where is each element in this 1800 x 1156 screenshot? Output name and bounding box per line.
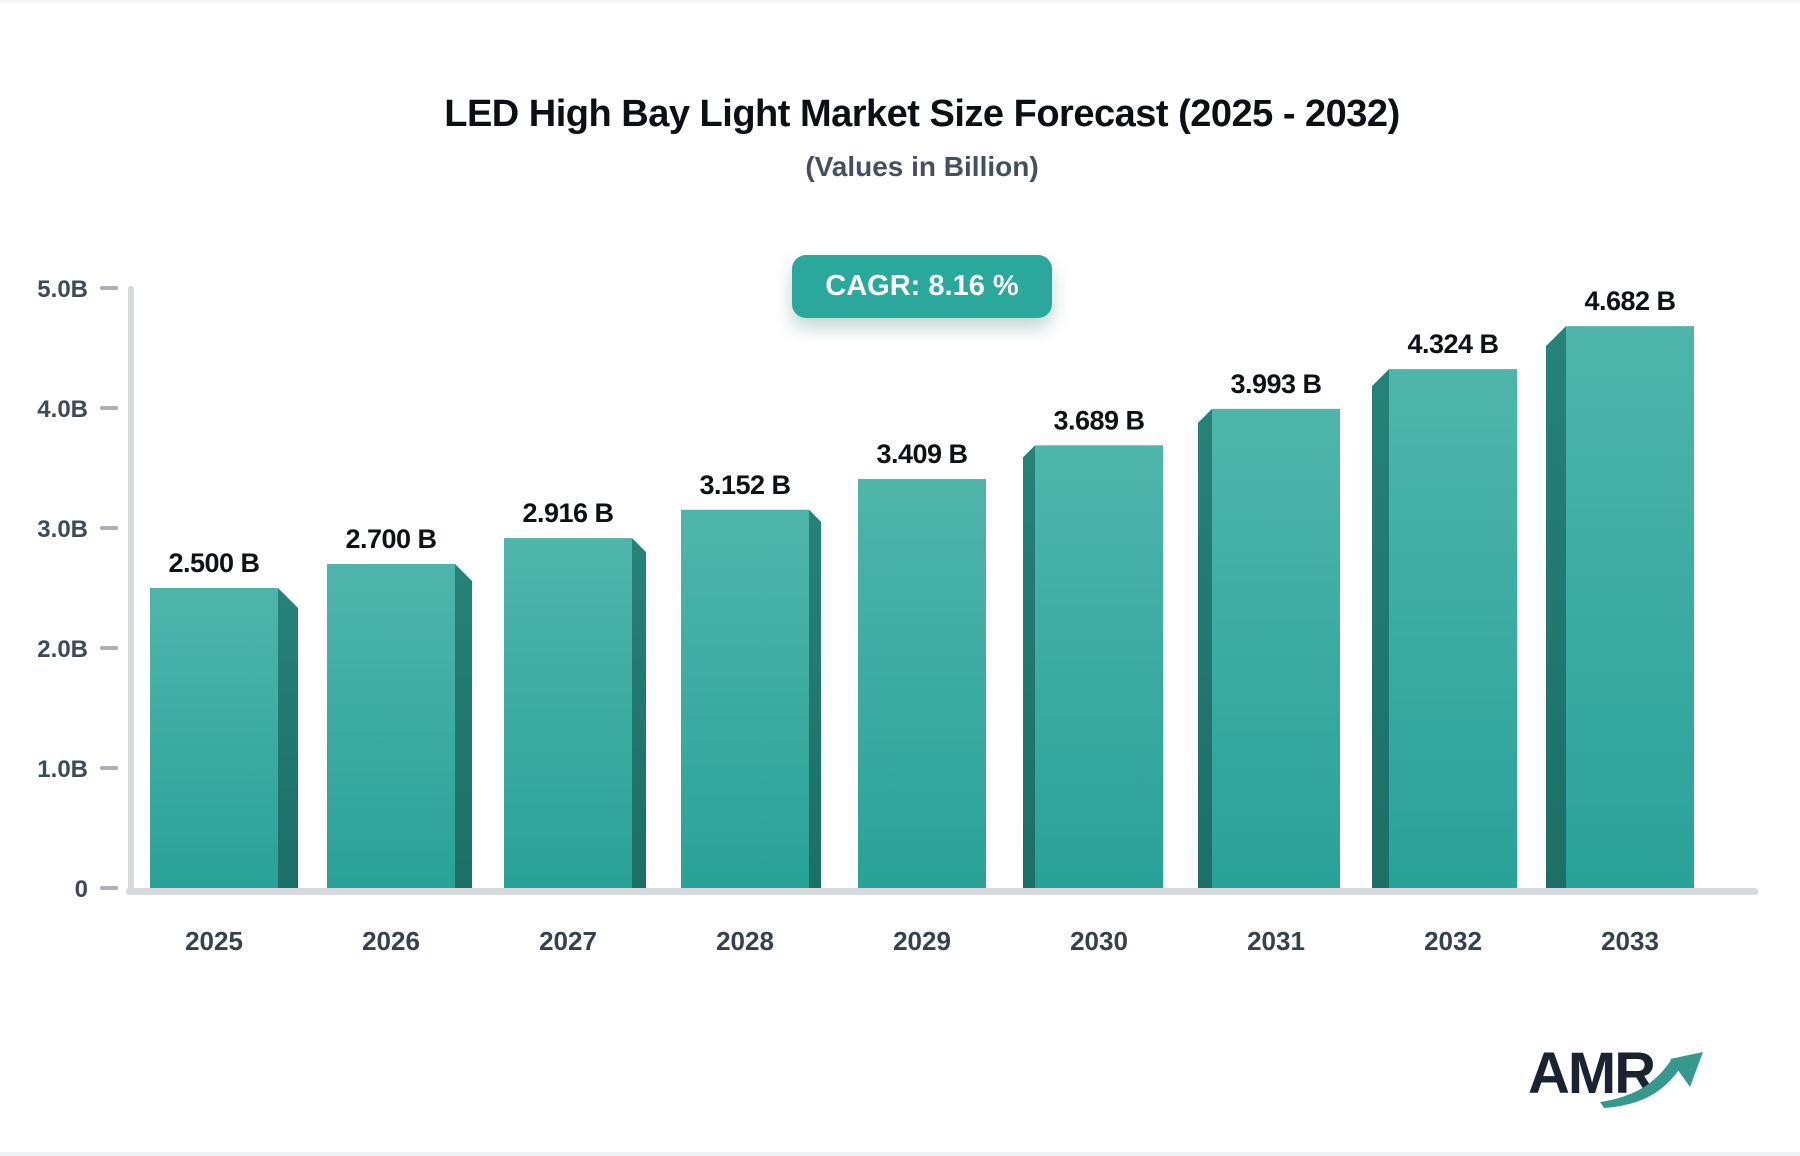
bar-2027: 2.916 B 2027 [504,498,646,956]
cagr-badge: CAGR: 8.16 % [792,255,1052,318]
y-tick-label: 2.0B [37,636,88,663]
y-tick [100,526,118,530]
growth-arrow-icon [1600,1052,1703,1108]
amr-logo: AMR [1528,1041,1703,1108]
chart-subtitle: (Values in Billion) [805,151,1039,182]
bar-side [278,588,298,888]
bar-2028: 3.152 B 2028 [681,470,821,956]
bar-face [681,509,809,888]
bar-value-label: 4.324 B [1407,329,1498,359]
bar-value-label: 3.689 B [1053,405,1144,435]
bar-face [1035,445,1163,888]
bar-2025: 2.500 B 2025 [150,548,298,956]
x-category-label: 2030 [1070,926,1128,956]
bar-face [858,478,986,888]
x-category-label: 2032 [1424,926,1482,956]
bar-face [1212,408,1340,888]
x-axis-line [126,888,1758,895]
bar-value-label: 2.916 B [522,498,613,528]
bar-value-label: 4.682 B [1584,286,1675,316]
bar-2032: 4.324 B 2032 [1372,329,1517,956]
bar-value-label: 3.993 B [1230,369,1321,399]
x-category-label: 2025 [185,926,243,956]
bar-face [504,538,632,888]
bar-face [1389,369,1517,888]
cagr-badge-row: CAGR: 8.16 % [22,255,1800,318]
x-category-label: 2033 [1601,926,1659,956]
bar-face [1566,326,1694,888]
bar-2031: 3.993 B 2031 [1198,369,1340,956]
y-tick [100,886,118,890]
bar-2026: 2.700 B 2026 [327,524,472,956]
y-tick [100,646,118,650]
y-tick-label: 3.0B [37,516,88,543]
y-tick [100,406,118,410]
y-tick-label: 4.0B [37,396,88,423]
x-category-label: 2028 [716,926,774,956]
bar-2029: 3.409 B 2029 [858,439,986,956]
bar-value-label: 3.409 B [876,439,967,469]
bar-side [455,564,472,888]
y-tick-label: 0 [75,876,88,903]
bar-value-label: 3.152 B [699,470,790,500]
y-tick-label: 5.0B [37,276,88,303]
bar-side [1198,408,1212,888]
bar-2030: 3.689 B 2030 [1023,405,1163,956]
bar-side [1372,369,1389,888]
bar-face [327,564,455,888]
x-category-label: 2027 [539,926,597,956]
y-tick [100,286,118,290]
bar-value-label: 2.700 B [345,524,436,554]
bar-side [809,509,821,888]
bar-side [1023,445,1035,888]
bar-value-label: 2.500 B [168,548,259,578]
chart-title: LED High Bay Light Market Size Forecast … [444,93,1400,135]
bar-side [1546,326,1566,888]
x-category-label: 2026 [362,926,420,956]
bar-2033: 4.682 B 2033 [1546,286,1694,956]
bar-side [632,538,646,888]
y-tick-label: 1.0B [37,756,88,783]
y-axis-line [128,286,134,895]
y-tick [100,766,118,770]
x-category-label: 2029 [893,926,951,956]
x-category-label: 2031 [1247,926,1305,956]
bar-face [150,588,278,888]
